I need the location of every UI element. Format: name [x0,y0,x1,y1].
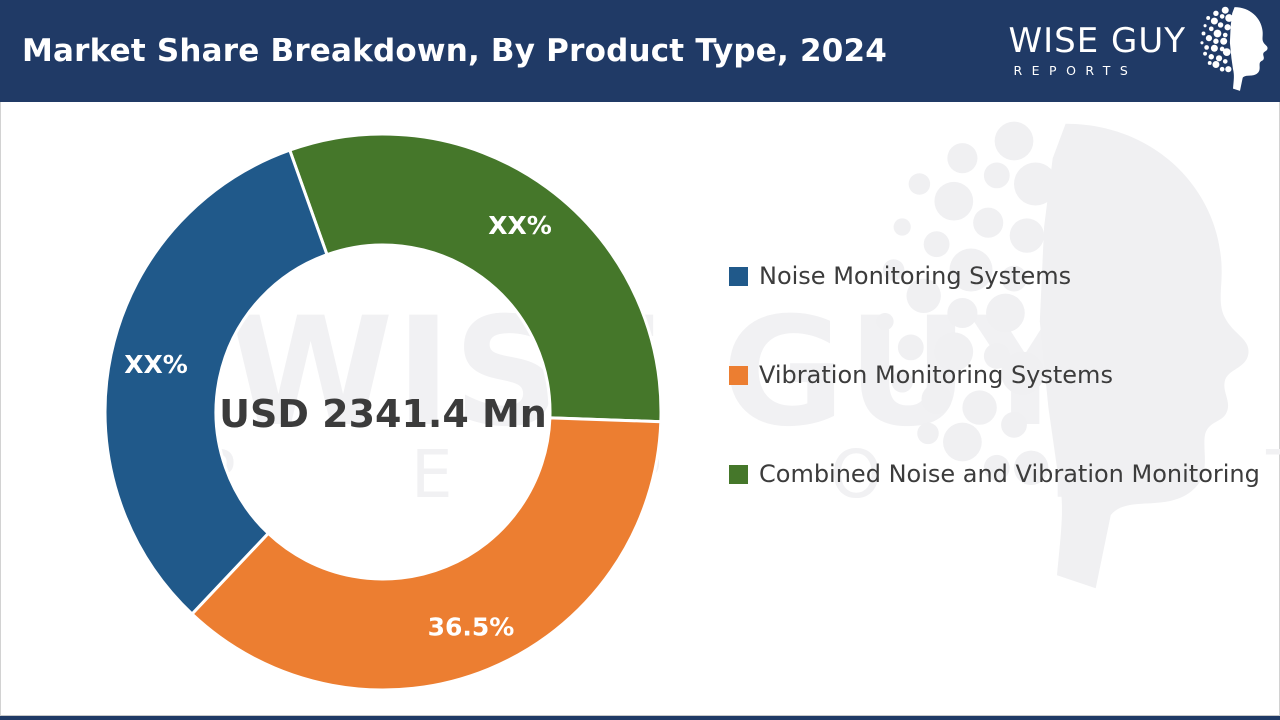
head-dot [934,181,974,221]
head-dot [1206,16,1211,20]
head-dot [1001,351,1045,395]
head-dot [908,173,931,195]
head-dot [1224,24,1231,31]
head-dot [1203,24,1207,28]
legend-swatch [729,464,748,484]
donut-center-value: USD 2341.4 Mn [219,392,547,436]
head-dot [1204,45,1209,50]
head-dot [994,121,1034,161]
donut-slice [103,148,329,617]
donut-slice [189,416,663,692]
head-dot [891,371,913,393]
legend-label: Vibration Monitoring Systems [759,361,1113,389]
head-dot [949,248,993,292]
head-dot [1203,51,1208,56]
head-dot [947,143,978,174]
wise-guy-reports-logo: WISE GUY REPORTS [1008,0,1272,102]
legend-swatch [729,266,748,286]
head-dot [1001,411,1027,438]
slice-percentage-label: 36.5% [428,613,515,642]
head-dot [1225,14,1233,22]
head-dot [1200,41,1204,45]
head-dot [893,218,911,236]
head-dot [1222,32,1228,38]
slice-percentage-label: XX% [488,211,552,240]
head-dot [921,383,952,415]
head-dot [1201,31,1206,36]
head-dot [983,454,1010,481]
header-bar: Market Share Breakdown, By Product Type,… [0,0,1280,102]
head-dot [947,297,978,329]
head-dot [1210,17,1218,25]
head-dot [1208,54,1214,60]
head-dot [1219,46,1225,52]
head-dot [1221,6,1229,14]
head-dot [973,207,1004,238]
head-dot [1215,55,1223,62]
head-dot [1207,61,1212,65]
head-dot [1210,44,1218,52]
head-dot [917,422,939,445]
page-title: Market Share Breakdown, By Product Type,… [22,33,888,69]
logo-text: WISE GUY REPORTS [1008,21,1186,78]
logo-subtitle: REPORTS [1013,62,1138,78]
head-dot [1222,59,1228,64]
head-dot [1205,35,1213,42]
head-dot [1225,66,1232,73]
watermark-face-logo [842,106,1272,610]
donut-chart: XX% 36.5% XX% [103,132,663,692]
head-dot [1213,10,1219,17]
head-dot [1014,450,1049,485]
head-dot [1213,29,1222,38]
legend-label: Noise Monitoring Systems [759,262,1072,290]
head-dot [897,334,924,361]
head-dot [923,231,950,258]
head-dot [1220,37,1228,45]
head-dot [962,390,997,425]
head-dot [983,162,1010,189]
head-dot [1001,265,1027,292]
head-dot [1222,48,1231,56]
head-dot [882,259,905,281]
footer-bar [0,716,1280,720]
legend-item: Combined Noise and Vibration Monitoring [729,461,1260,487]
head-dot [1217,22,1224,28]
head-dot [934,332,974,372]
head-dot [876,313,894,331]
legend-swatch [729,365,748,385]
head-profile-shape [1229,7,1268,91]
logo-head-icon [1194,4,1272,98]
slice-percentage-label: XX% [124,350,188,379]
head-dot [1212,61,1220,69]
logo-wordmark: WISE GUY [1008,21,1186,62]
head-profile-shape [1039,123,1249,589]
legend-item: Vibration Monitoring Systems [729,362,1113,388]
head-dot [1208,26,1214,32]
head-dot [1009,218,1045,253]
head-dot [986,293,1025,333]
legend-item: Noise Monitoring Systems [729,263,1071,289]
legend-label: Combined Noise and Vibration Monitoring [759,460,1260,488]
head-dot [983,343,1010,369]
head-dot [1219,66,1225,72]
donut-slice [287,132,663,424]
head-dot [1014,162,1057,206]
head-dot [1219,14,1225,19]
head-dot [906,278,941,313]
head-dot [1213,38,1219,44]
head-dot [943,422,982,462]
